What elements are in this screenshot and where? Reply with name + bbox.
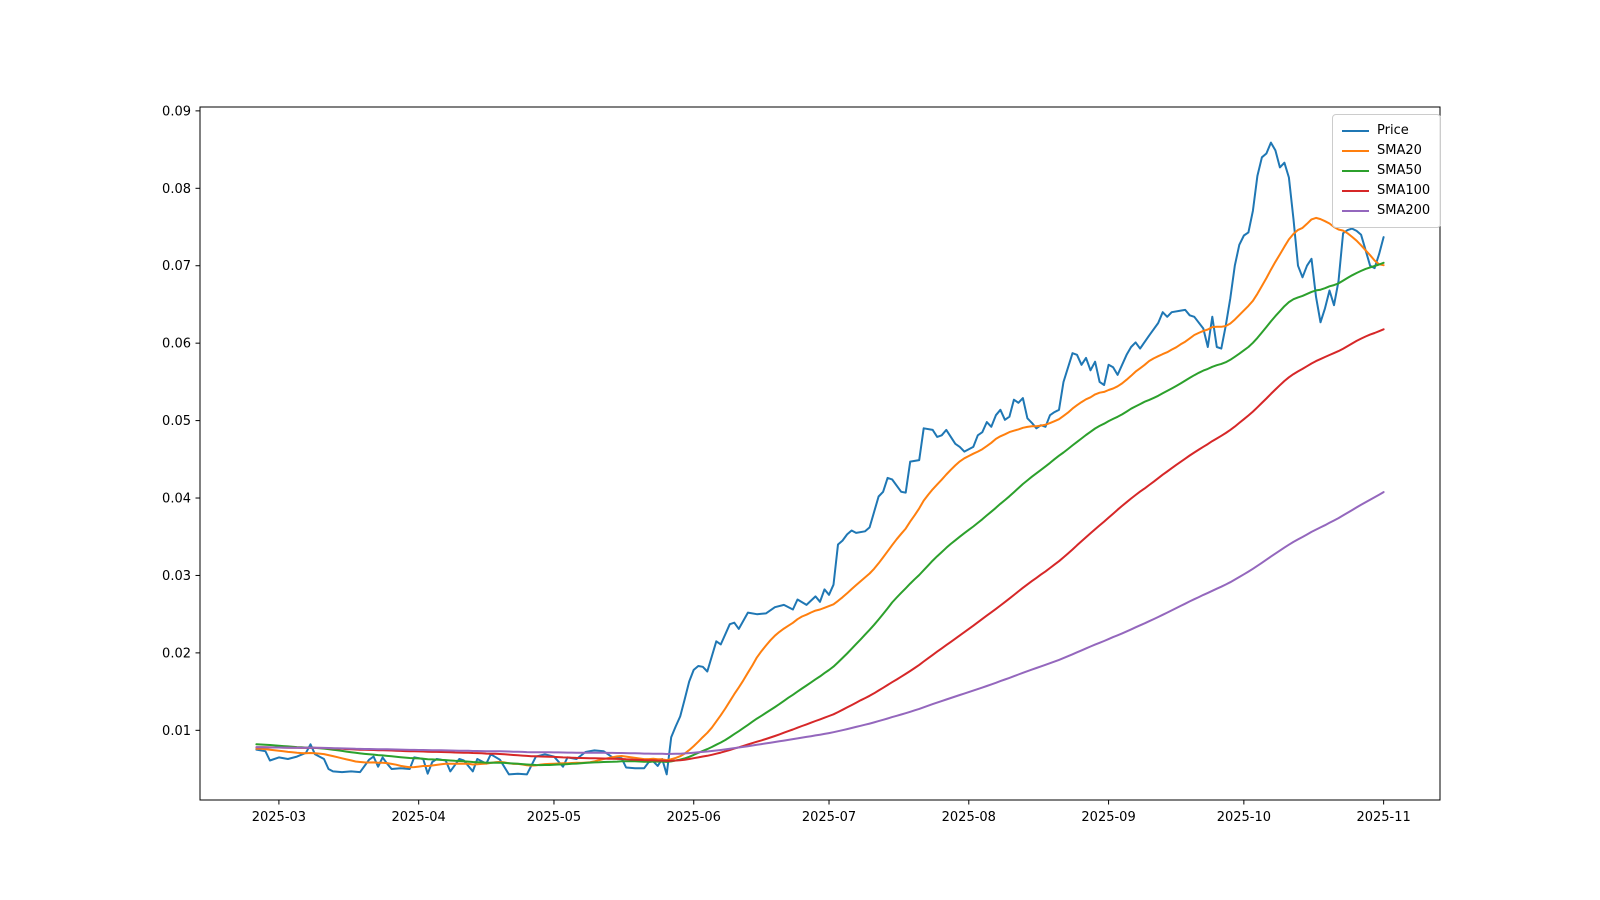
series-line-price [255,141,1385,776]
y-tick-label: 0.03 [162,569,191,584]
y-tick-label: 0.07 [162,259,191,274]
x-tick-label: 2025-07 [802,810,856,825]
legend-item-sma50: SMA50 [1342,161,1430,181]
axes [199,106,1441,801]
x-tick-label: 2025-10 [1217,810,1271,825]
series-line-sma100 [255,328,1385,762]
legend-item-sma100: SMA100 [1342,181,1430,201]
x-tick-label: 2025-04 [392,810,446,825]
legend-line-swatch-sma50 [1342,170,1369,172]
y-tick-label: 0.05 [162,414,191,429]
y-tick-label: 0.08 [162,182,191,197]
legend-item-sma20: SMA20 [1342,141,1430,161]
y-tick-label: 0.02 [162,646,191,661]
series-line-sma50 [255,261,1385,767]
legend-line-swatch-sma200 [1342,210,1369,212]
series-line-sma200 [255,491,1385,755]
x-tick-label: 2025-09 [1081,810,1135,825]
x-tick-label: 2025-03 [252,810,306,825]
legend-label: SMA20 [1377,143,1422,158]
y-tick-label: 0.01 [162,724,191,739]
x-tick-label: 2025-11 [1356,810,1410,825]
x-axis: 2025-03 2025-04 2025-05 2025-06 2025-07 2025-… [252,800,1411,825]
legend-label: Price [1377,123,1409,138]
legend-label: SMA100 [1377,183,1431,198]
legend-label: SMA200 [1377,203,1431,218]
y-tick-label: 0.06 [162,337,191,352]
series-line-sma20 [255,216,1385,769]
y-tick-label: 0.09 [162,104,191,119]
y-axis: 0.01 0.02 0.03 0.04 0.05 0.06 0.07 0.08 0.09 [162,104,200,739]
legend-line-swatch-sma20 [1342,150,1369,152]
legend-label: SMA50 [1377,163,1422,178]
legend: Price SMA20 SMA50 SMA100 SMA200 [1332,114,1442,228]
x-tick-label: 2025-06 [667,810,721,825]
plot-border [199,106,1441,801]
legend-item-price: Price [1342,121,1430,141]
x-tick-label: 2025-08 [942,810,996,825]
y-tick-label: 0.04 [162,492,191,507]
legend-line-swatch-price [1342,130,1369,132]
x-tick-label: 2025-05 [527,810,581,825]
legend-line-swatch-sma100 [1342,190,1369,192]
legend-item-sma200: SMA200 [1342,201,1430,221]
